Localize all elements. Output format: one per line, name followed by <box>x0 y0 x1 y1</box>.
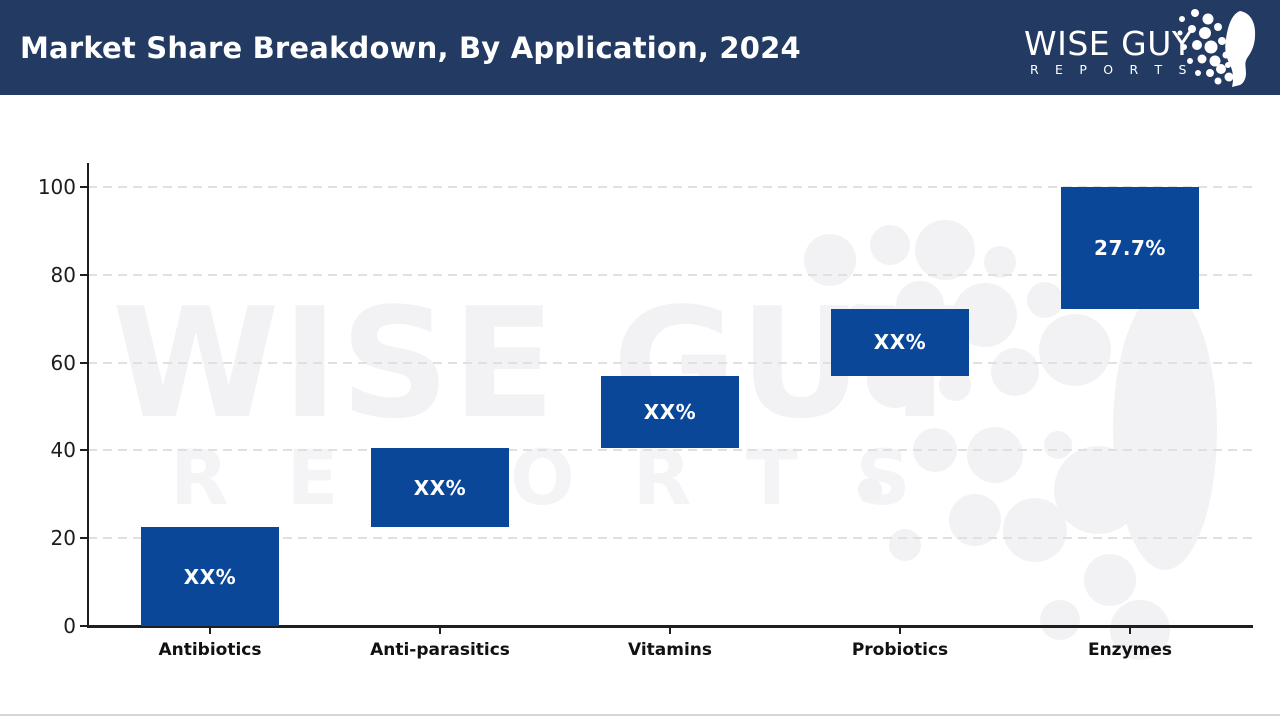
x-tick-label-0: Antibiotics <box>158 640 262 660</box>
x-tick-label-4: Enzymes <box>1087 640 1173 660</box>
y-tick-label-0: 0 <box>63 614 76 638</box>
x-axis-spine <box>87 625 1253 628</box>
logo-sub-text: R E P O R T S <box>1030 62 1193 77</box>
x-tick-mark-3 <box>899 627 901 634</box>
bar-value-label: XX% <box>643 399 697 424</box>
y-tick-label-20: 20 <box>50 526 76 551</box>
x-tick-mark-4 <box>1129 627 1131 634</box>
x-tick-label-1: Anti-parasitics <box>370 640 510 660</box>
bar-antibiotics: XX% <box>141 527 279 626</box>
bar-probiotics: XX% <box>831 308 969 376</box>
x-tick-label-2: Vitamins <box>627 640 713 660</box>
y-tick-label-60: 60 <box>50 350 76 375</box>
logo-brand-text: WISE GUY <box>1024 24 1193 63</box>
logo-face-dots-icon <box>1177 9 1256 87</box>
bar-value-label: XX% <box>183 564 237 589</box>
bar-value-label: 27.7% <box>1094 235 1166 260</box>
y-axis-spine <box>87 163 89 628</box>
y-tick-mark-80 <box>80 273 88 276</box>
gridline-y-40 <box>88 449 1252 452</box>
x-tick-label-3: Probiotics <box>851 640 949 660</box>
gridline-y-100 <box>88 186 1252 188</box>
y-tick-label-40: 40 <box>50 438 76 463</box>
y-tick-mark-20 <box>80 537 88 540</box>
y-tick-mark-100 <box>80 186 88 188</box>
gridline-y-20 <box>88 537 1252 540</box>
y-tick-label-80: 80 <box>50 262 76 287</box>
gridline-y-80 <box>88 273 1252 276</box>
y-tick-mark-60 <box>80 361 88 364</box>
bar-value-label: XX% <box>413 475 467 500</box>
y-tick-mark-0 <box>80 625 88 627</box>
chart-title: Market Share Breakdown, By Application, … <box>20 30 801 65</box>
x-tick-mark-2 <box>669 627 671 634</box>
wise-guy-reports-logo: WISE GUY R E P O R T S <box>1024 9 1256 87</box>
x-tick-mark-1 <box>439 627 441 634</box>
bar-enzymes: 27.7% <box>1061 187 1199 309</box>
bar-vitamins: XX% <box>601 375 739 449</box>
logo-face-profile-icon <box>1225 11 1256 87</box>
gridline-y-60 <box>88 361 1252 364</box>
header-bar: Market Share Breakdown, By Application, … <box>0 0 1280 95</box>
y-tick-mark-40 <box>80 449 88 452</box>
bar-anti-parasitics: XX% <box>371 448 509 528</box>
bar-value-label: XX% <box>873 330 927 355</box>
y-tick-label-100: 100 <box>37 175 76 199</box>
x-tick-mark-0 <box>209 627 211 634</box>
footer-divider <box>0 714 1280 716</box>
